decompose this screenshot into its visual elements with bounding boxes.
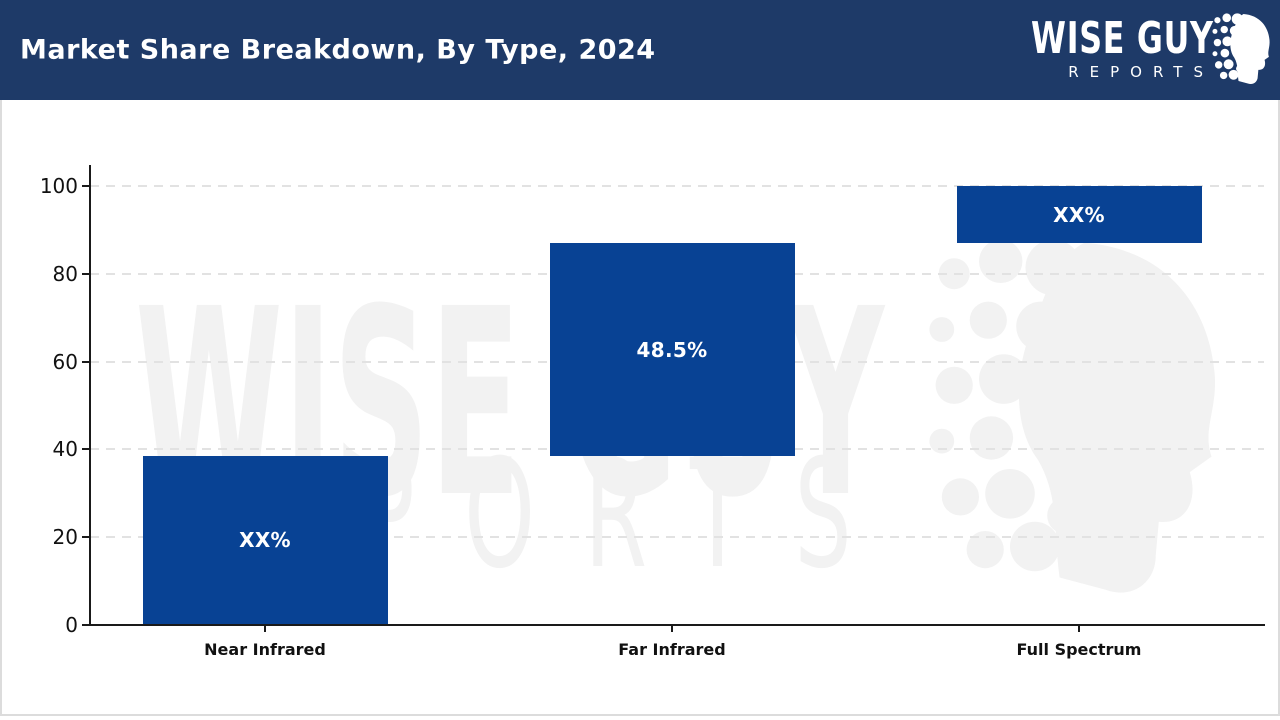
y-tick-60 (82, 360, 90, 363)
wise-guy-reports-logo: WISE GUY REPORTS (960, 4, 1272, 96)
bar-near-infrared: XX% (142, 455, 388, 625)
y-tick-40 (82, 448, 90, 451)
watermark-head-icon (917, 215, 1227, 630)
x-tick-full-spectrum (1078, 625, 1080, 632)
x-category-label-full-spectrum: Full Spectrum (1016, 640, 1142, 659)
y-tick-label-20: 20 (52, 525, 78, 550)
y-axis-line (89, 165, 91, 626)
x-axis-line (89, 624, 1265, 626)
y-tick-label-40: 40 (52, 437, 78, 462)
logo-head-icon (1210, 8, 1272, 92)
bar-far-infrared: 48.5% (549, 243, 795, 456)
bar-value-label-far-infrared: 48.5% (636, 337, 708, 362)
logo-text: WISE GUY REPORTS (960, 17, 1214, 83)
logo-reports-text: REPORTS (1068, 63, 1214, 82)
chart-canvas: WISE GUY REPORTS 0 20 40 60 80 100 XX% Near Inf… (0, 100, 1280, 716)
bar-value-label-near-infrared: XX% (239, 528, 291, 553)
y-tick-label-0: 0 (65, 613, 78, 637)
x-category-label-near-infrared: Near Infrared (204, 640, 326, 659)
x-category-label-far-infrared: Far Infrared (618, 640, 726, 659)
x-tick-near-infrared (264, 625, 266, 632)
gridline-20 (90, 536, 1264, 539)
gridline-100 (90, 185, 1264, 187)
logo-wiseguy-text: WISE GUY (1031, 13, 1214, 65)
y-tick-20 (82, 536, 90, 539)
y-tick-80 (82, 272, 90, 275)
page-title: Market Share Breakdown, By Type, 2024 (20, 34, 656, 66)
y-tick-label-100: 100 (39, 174, 78, 198)
bar-full-spectrum: XX% (956, 186, 1202, 244)
header-bar: Market Share Breakdown, By Type, 2024 WI… (0, 0, 1280, 100)
y-tick-100 (82, 185, 90, 187)
y-tick-0 (82, 624, 90, 626)
x-tick-far-infrared (671, 625, 673, 632)
y-tick-label-60: 60 (52, 349, 78, 374)
y-tick-label-80: 80 (52, 261, 78, 286)
bar-value-label-full-spectrum: XX% (1053, 202, 1105, 227)
